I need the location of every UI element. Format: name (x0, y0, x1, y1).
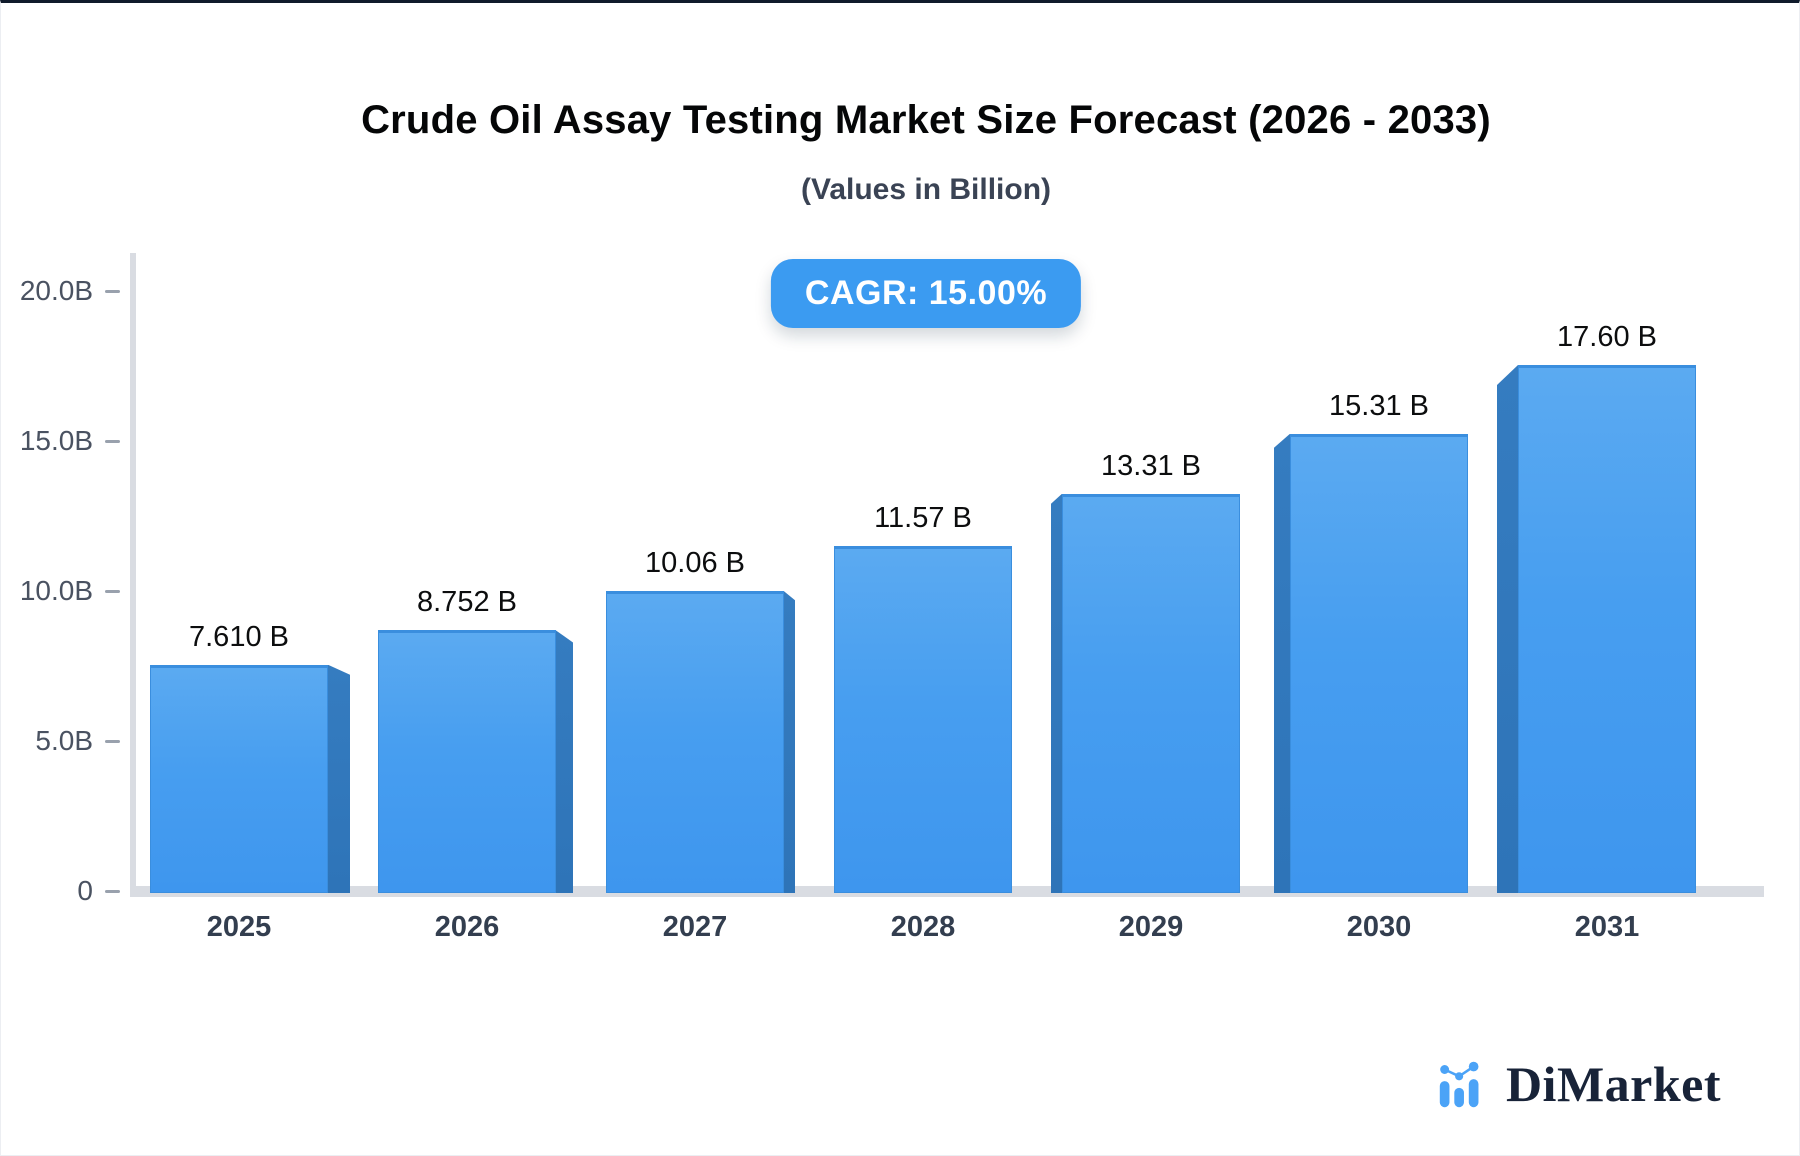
y-axis-tick-dash (105, 440, 120, 443)
x-axis-label-2029: 2029 (1118, 911, 1184, 943)
y-axis-tick-label: 5.0B (35, 725, 93, 756)
bar-2029 (1062, 493, 1240, 893)
cagr-badge: CAGR: 15.00% (770, 259, 1082, 328)
chart-subtitle: (Values in Billion) (800, 173, 1052, 206)
x-axis-label-2030: 2030 (1346, 911, 1412, 943)
bar-2030 (1290, 433, 1468, 893)
bar-side-face (784, 591, 795, 893)
bar-side-face (1051, 493, 1062, 893)
y-axis-tick-label: 15.0B (19, 425, 93, 456)
bar-2027 (606, 591, 784, 893)
bar-value-label: 7.610 B (189, 620, 289, 653)
y-axis-tick-dash (105, 590, 120, 593)
cagr-badge-label: CAGR: 15.00% (804, 274, 1048, 312)
x-axis-label-2031: 2031 (1574, 911, 1640, 943)
bar-side-face (556, 630, 573, 893)
bar-value-label: 17.60 B (1557, 321, 1657, 353)
brand-name: DiMarket (1505, 1056, 1721, 1112)
bar-2026 (378, 630, 556, 893)
bar-value-label: 13.31 B (1101, 449, 1201, 482)
x-axis-label-2027: 2027 (662, 911, 728, 943)
bar-side-face (1497, 365, 1518, 893)
bar-2028 (834, 545, 1012, 893)
bar-2025 (150, 664, 328, 893)
chart-title: Crude Oil Assay Testing Market Size Fore… (361, 98, 1491, 142)
bar-2031 (1518, 365, 1696, 893)
y-axis-tick-dash (105, 290, 120, 293)
y-axis-tick-dash (105, 890, 120, 893)
x-axis-label-2028: 2028 (890, 911, 956, 943)
x-axis-label-2025: 2025 (206, 911, 272, 943)
y-axis-tick-dash (105, 740, 120, 743)
bar-value-label: 10.06 B (645, 547, 745, 580)
brand-logo: DiMarket (1434, 1055, 1721, 1113)
x-axis-label-2026: 2026 (434, 911, 500, 943)
y-axis-line (130, 253, 136, 897)
y-axis-tick-label: 0 (77, 875, 93, 906)
y-axis-tick-label: 10.0B (19, 575, 93, 606)
bar-value-label: 8.752 B (417, 586, 517, 619)
bar-chart-plot: 20.0B 15.0B 10.0B 5.0B 0 7.610 B 2025 8.752 B 2… (1, 3, 1799, 1155)
bar-chart-logo-icon (1439, 1061, 1479, 1108)
bar-side-face (328, 664, 350, 893)
bar-value-label: 15.31 B (1329, 389, 1429, 422)
bar-value-label: 11.57 B (874, 501, 972, 534)
y-axis-tick-label: 20.0B (19, 275, 93, 306)
bar-side-face (1274, 433, 1290, 893)
